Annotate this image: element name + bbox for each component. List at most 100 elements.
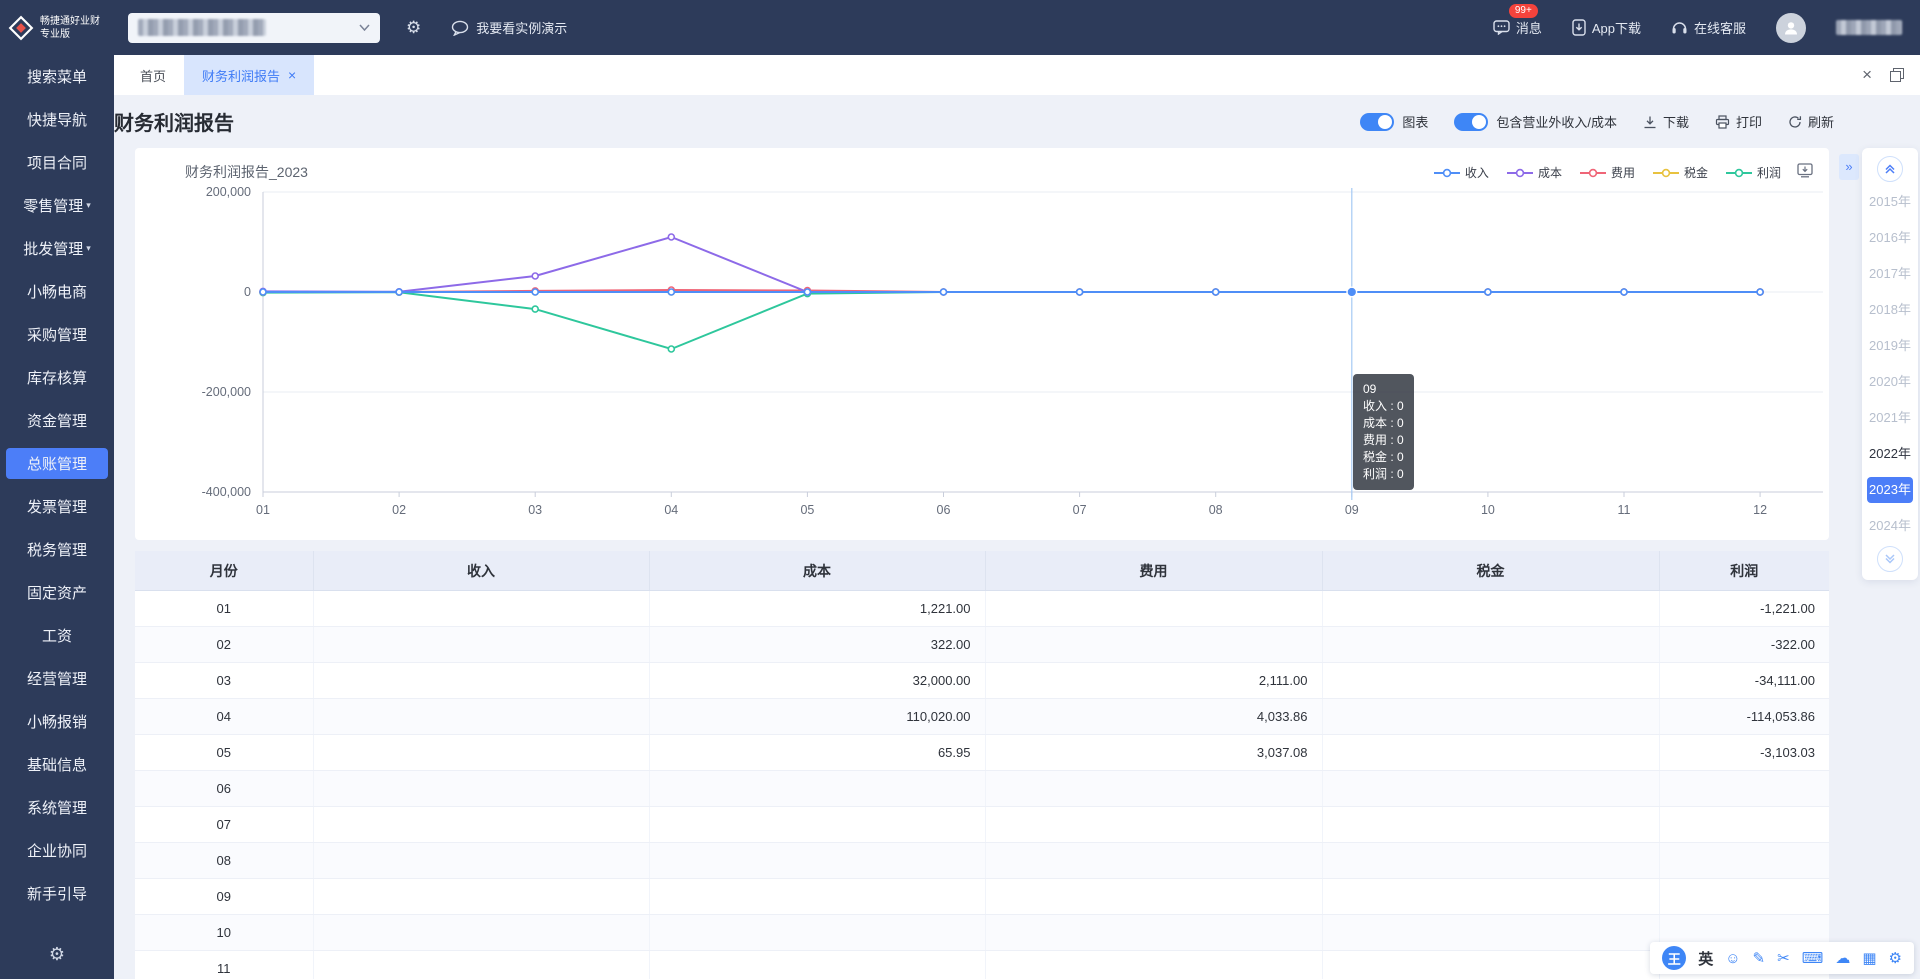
topbar: 畅捷通好业财 专业版 ⚙ 我要看实例演示 99+ 消息 [0,0,1920,55]
sidebar-item-quick-nav[interactable]: 快捷导航 [0,98,114,141]
legend-item-收入[interactable]: 收入 [1433,164,1489,181]
sidebar-item-system-mgmt[interactable]: 系统管理 [0,786,114,829]
cell-tax [1322,914,1660,951]
legend-item-费用[interactable]: 费用 [1579,164,1635,181]
messages-button[interactable]: 99+ 消息 [1493,4,1542,37]
cell-month: 09 [135,878,314,915]
sidebar-item-label: 库存核算 [26,370,87,387]
save-image-icon[interactable] [1797,163,1813,178]
sidebar-item-label: 发票管理 [26,499,87,516]
sidebar-item-beginner-guide[interactable]: 新手引导 [0,872,114,915]
logo-title: 畅捷通好业财 [40,15,100,27]
online-support-button[interactable]: 在线客服 [1671,18,1746,37]
headset-icon [1671,20,1688,36]
sidebar-item-purchase-mgmt[interactable]: 采购管理 [0,313,114,356]
refresh-button[interactable]: 刷新 [1788,112,1834,131]
tab-bar: 首页 财务利润报告 × × [114,55,1920,95]
sidebar-item-project-contract[interactable]: 项目合同 [0,141,114,184]
sidebar-settings-gear-icon[interactable]: ⚙ [48,944,66,964]
svg-text:11: 11 [1618,503,1631,517]
cell-profit [1659,806,1829,843]
sidebar-item-basic-info[interactable]: 基础信息 [0,743,114,786]
sidebar-item-wholesale-mgmt[interactable]: 批发管理 ▾ [0,227,114,270]
sidebar-item-enterprise-collab[interactable]: 企业协同 [0,829,114,872]
ime-scissors-icon[interactable]: ✂ [1777,949,1790,967]
sidebar-item-label: 经营管理 [26,671,87,688]
report-table: 月份 收入 成本 费用 税金 利润 01 1,221.00 -1,221.00 02 322.00… [135,551,1829,979]
sidebar-item-operations-mgmt[interactable]: 经营管理 [0,657,114,700]
sidebar-item-general-ledger[interactable]: 总账管理 [0,442,114,485]
cell-cost [649,806,986,843]
ime-settings-icon[interactable]: ⚙ [1888,949,1902,967]
sidebar-item-invoice-mgmt[interactable]: 发票管理 [0,485,114,528]
svg-text:10: 10 [1481,503,1495,517]
tab-label: 财务利润报告 [202,68,281,84]
ime-keyboard-icon[interactable]: ⌨ [1801,949,1824,967]
year-item-2022[interactable]: 2022年 [1869,446,1911,461]
organization-select[interactable] [128,12,380,43]
sidebar-item-label: 新手引导 [26,886,87,903]
ime-logo[interactable]: 王 [1662,946,1687,970]
year-item-2019[interactable]: 2019年 [1869,338,1911,353]
sidebar-item-retail-mgmt[interactable]: 零售管理 ▾ [0,184,114,227]
sidebar-item-funds-mgmt[interactable]: 资金管理 [0,399,114,442]
sidebar-menu: 搜索菜单快捷导航项目合同 零售管理 ▾ 批发管理 ▾ 小畅电商 采购管理库存核算资金管理总账… [0,55,114,915]
sidebar-item-fixed-assets[interactable]: 固定资产 [0,571,114,614]
cell-expense: 2,111.00 [985,662,1323,699]
legend-item-税金[interactable]: 税金 [1652,164,1708,181]
chart-toggle[interactable] [1360,112,1395,131]
ime-emoji-icon[interactable]: ☺ [1725,949,1741,967]
year-item-2015[interactable]: 2015年 [1869,194,1911,209]
tab-close-icon[interactable]: × [288,67,297,83]
year-scroll-down-button[interactable] [1877,546,1903,572]
year-item-2024[interactable]: 2024年 [1869,518,1911,533]
svg-text:03: 03 [528,503,542,517]
speech-bubble-icon [451,20,469,36]
sidebar-item-tax-mgmt[interactable]: 税务管理 [0,528,114,571]
ime-language-mode[interactable]: 英 [1698,950,1714,968]
year-item-2023[interactable]: 2023年 [1867,477,1913,503]
table-row: 04 110,020.00 4,033.86 -114,053.86 [135,698,1829,735]
app-download-button[interactable]: App下载 [1572,18,1641,37]
legend-item-成本[interactable]: 成本 [1506,164,1562,181]
cell-tax [1322,626,1660,663]
sidebar-item-payroll[interactable]: 工资 [0,614,114,657]
messages-label: 消息 [1515,21,1542,36]
sidebar-item-xiaochang-expense[interactable]: 小畅报销 [0,700,114,743]
table-header-row: 月份 收入 成本 费用 税金 利润 [135,551,1829,591]
include-nonoperating-toggle[interactable] [1454,112,1489,131]
sidebar-item-label: 快捷导航 [26,112,87,129]
cell-cost: 65.95 [649,734,986,771]
download-button[interactable]: 下载 [1643,112,1689,131]
year-item-2020[interactable]: 2020年 [1869,374,1911,389]
year-item-2016[interactable]: 2016年 [1869,230,1911,245]
line-chart[interactable]: 200,000 0 -200,000 -400,000 01 02 03 04 05 06 07 08… [135,148,1829,540]
sidebar-item-inventory-accounting[interactable]: 库存核算 [0,356,114,399]
fullscreen-icon[interactable] [1890,68,1904,82]
ime-toolbox-icon[interactable]: ▦ [1862,949,1877,967]
ime-pen-icon[interactable]: ✎ [1752,949,1766,967]
sidebar-item-label: 总账管理 [26,456,87,473]
column-header-month: 月份 [135,551,314,591]
print-button[interactable]: 打印 [1715,112,1762,131]
sidebar-item-search-menu[interactable]: 搜索菜单 [0,55,114,98]
column-header-cost: 成本 [649,551,986,591]
year-item-2021[interactable]: 2021年 [1869,410,1911,425]
year-panel-collapse-button[interactable]: » [1839,154,1859,180]
year-scroll-up-button[interactable] [1877,156,1903,182]
avatar[interactable] [1776,12,1806,43]
tab-home[interactable]: 首页 [122,55,184,95]
demo-link[interactable]: 我要看实例演示 [451,18,567,37]
year-item-2018[interactable]: 2018年 [1869,302,1911,317]
svg-text:01: 01 [256,503,270,517]
tab-financial-profit-report[interactable]: 财务利润报告 × [184,55,315,95]
settings-gear-icon[interactable]: ⚙ [406,17,422,37]
ime-cloud-icon[interactable]: ☁ [1835,949,1851,967]
table-row: 10 [135,914,1829,951]
legend-item-利润[interactable]: 利润 [1725,164,1781,181]
cell-income [313,914,650,951]
close-all-tabs-icon[interactable]: × [1862,65,1872,84]
sidebar-item-xiaochang-ecommerce[interactable]: 小畅电商 [0,270,114,313]
svg-text:06: 06 [937,503,951,517]
year-item-2017[interactable]: 2017年 [1869,266,1911,281]
